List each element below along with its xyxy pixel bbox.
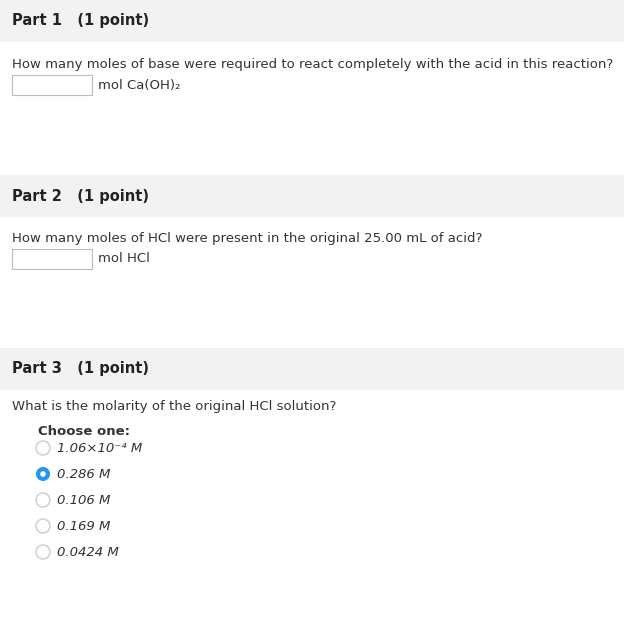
Text: Part 1   (1 point): Part 1 (1 point) xyxy=(12,14,149,29)
FancyBboxPatch shape xyxy=(0,175,624,217)
Text: Part 2   (1 point): Part 2 (1 point) xyxy=(12,188,149,203)
Text: Choose one:: Choose one: xyxy=(38,425,130,438)
Circle shape xyxy=(36,493,50,507)
Circle shape xyxy=(40,471,46,477)
Text: What is the molarity of the original HCl solution?: What is the molarity of the original HCl… xyxy=(12,400,336,413)
Text: mol HCl: mol HCl xyxy=(98,253,150,266)
Text: 1.06×10⁻⁴ M: 1.06×10⁻⁴ M xyxy=(57,442,142,455)
Circle shape xyxy=(36,441,50,455)
Text: mol Ca(OH)₂: mol Ca(OH)₂ xyxy=(98,78,180,91)
Text: 0.169 M: 0.169 M xyxy=(57,519,110,532)
Text: 0.106 M: 0.106 M xyxy=(57,493,110,506)
Text: Part 3   (1 point): Part 3 (1 point) xyxy=(12,361,149,376)
Text: 0.286 M: 0.286 M xyxy=(57,468,110,481)
Circle shape xyxy=(36,545,50,559)
Circle shape xyxy=(36,467,50,481)
FancyBboxPatch shape xyxy=(12,75,92,95)
FancyBboxPatch shape xyxy=(0,0,624,42)
Text: 0.0424 M: 0.0424 M xyxy=(57,545,119,559)
FancyBboxPatch shape xyxy=(12,249,92,269)
Circle shape xyxy=(36,519,50,533)
FancyBboxPatch shape xyxy=(0,348,624,390)
Text: How many moles of HCl were present in the original 25.00 mL of acid?: How many moles of HCl were present in th… xyxy=(12,232,482,245)
Text: How many moles of base were required to react completely with the acid in this r: How many moles of base were required to … xyxy=(12,58,613,71)
